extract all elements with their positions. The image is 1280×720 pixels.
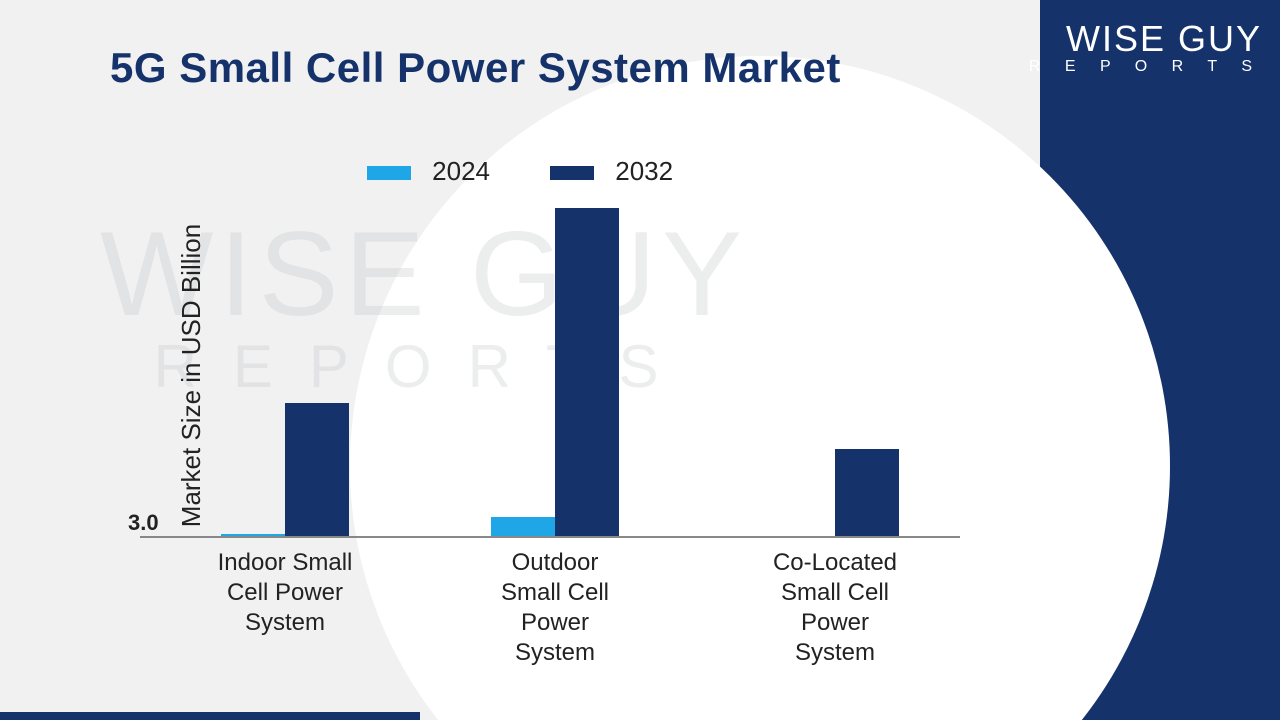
legend-swatch-2032: [550, 166, 594, 180]
legend: 2024 2032: [0, 156, 1040, 187]
bar-colocated-2032: [835, 449, 899, 538]
legend-swatch-2024: [367, 166, 411, 180]
y-tick-label: 3.0: [128, 510, 159, 536]
chart-title: 5G Small Cell Power System Market: [110, 44, 841, 92]
footer-accent-bar: [0, 712, 420, 720]
bar-indoor-2032: [285, 403, 349, 538]
brand-logo-line2: R E P O R T S: [1029, 58, 1262, 76]
plot-area: 3.0 Indoor Small Cell Power System Outdo…: [140, 200, 960, 538]
bar-outdoor-2024: [491, 517, 555, 538]
legend-item-2032: 2032: [550, 156, 673, 187]
bar-outdoor-2032: [555, 208, 619, 538]
legend-label-2024: 2024: [432, 156, 490, 186]
x-label-colocated: Co-Located Small Cell Power System: [765, 548, 905, 668]
legend-label-2032: 2032: [615, 156, 673, 186]
chart-canvas: WISE GUY REPORTS 5G Small Cell Power Sys…: [0, 0, 1280, 720]
brand-logo-line1: WISE GUY: [1029, 18, 1262, 60]
brand-logo: WISE GUY R E P O R T S: [1029, 18, 1262, 76]
x-label-indoor: Indoor Small Cell Power System: [215, 548, 355, 638]
x-axis-baseline: [140, 536, 960, 538]
legend-item-2024: 2024: [367, 156, 490, 187]
x-label-outdoor: Outdoor Small Cell Power System: [485, 548, 625, 668]
